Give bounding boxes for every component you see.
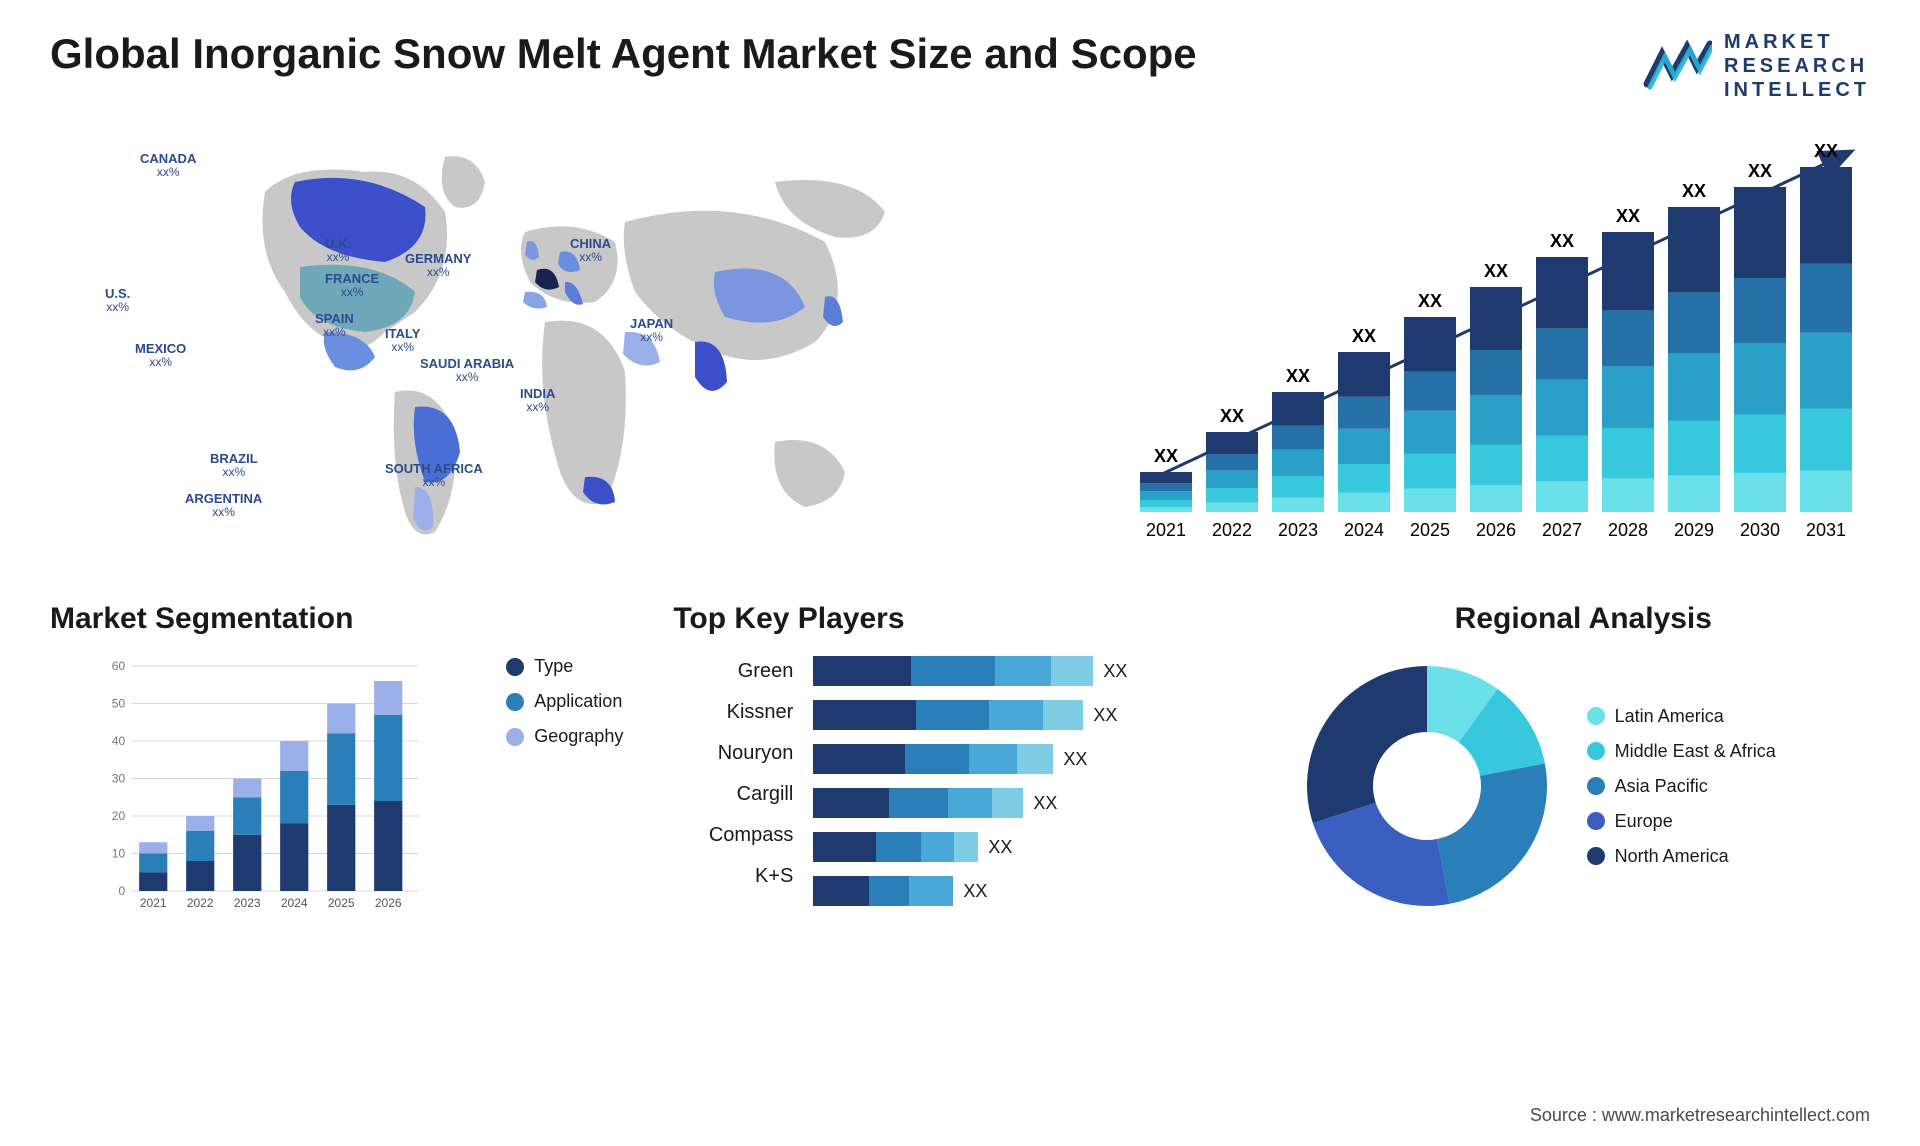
regional-legend: Latin America Middle East & Africa Asia Pa… — [1587, 706, 1776, 867]
svg-text:2028: 2028 — [1608, 520, 1648, 540]
regional-panel: Regional Analysis Latin America Middle Ea… — [1297, 602, 1870, 916]
logo-text-2: RESEARCH — [1724, 54, 1870, 78]
map-label: ITALYxx% — [385, 327, 420, 354]
player-bars-list: XX XX XX XX XX XX — [813, 656, 1246, 906]
svg-text:XX: XX — [1286, 366, 1310, 386]
player-name: Nouryon — [673, 742, 793, 765]
map-label: INDIAxx% — [520, 387, 555, 414]
map-label: SPAINxx% — [315, 312, 354, 339]
player-bar-row: XX — [813, 788, 1246, 818]
players-panel: Top Key Players Green Kissner Nouryon Cargi… — [673, 602, 1246, 916]
svg-text:60: 60 — [112, 659, 126, 673]
player-bar-row: XX — [813, 832, 1246, 862]
svg-text:0: 0 — [118, 884, 125, 898]
legend-item: North America — [1587, 846, 1776, 867]
map-label: MEXICOxx% — [135, 342, 186, 369]
donut-chart-svg — [1297, 656, 1557, 916]
svg-text:XX: XX — [1682, 181, 1706, 201]
svg-text:40: 40 — [112, 734, 126, 748]
player-value: XX — [988, 837, 1012, 858]
svg-text:2031: 2031 — [1806, 520, 1846, 540]
legend-item: Application — [506, 691, 623, 712]
growth-chart-svg: XX 2021 XX 2022 XX 2023 XX 2024 XX 2025 XX 2026 XX 20… — [1120, 132, 1870, 552]
map-label: U.S.xx% — [105, 287, 130, 314]
map-label: SAUDI ARABIAxx% — [420, 357, 514, 384]
legend-item: Middle East & Africa — [1587, 741, 1776, 762]
segmentation-legend: Type Application Geography — [506, 656, 623, 916]
svg-text:2029: 2029 — [1674, 520, 1714, 540]
player-name: Kissner — [673, 701, 793, 724]
map-label: CANADAxx% — [140, 152, 196, 179]
segmentation-title: Market Segmentation — [50, 602, 623, 636]
player-value: XX — [1093, 705, 1117, 726]
svg-text:2022: 2022 — [1212, 520, 1252, 540]
growth-bar-chart: XX 2021 XX 2022 XX 2023 XX 2024 XX 2025 XX 2026 XX 20… — [1120, 132, 1870, 552]
player-bar-row: XX — [813, 876, 1246, 906]
svg-text:XX: XX — [1484, 261, 1508, 281]
player-name: K+S — [673, 865, 793, 888]
legend-item: Asia Pacific — [1587, 776, 1776, 797]
svg-text:2022: 2022 — [187, 896, 214, 910]
player-name: Green — [673, 660, 793, 683]
svg-text:2024: 2024 — [1344, 520, 1384, 540]
svg-text:2025: 2025 — [1410, 520, 1450, 540]
legend-item: Europe — [1587, 811, 1776, 832]
map-label: CHINAxx% — [570, 237, 611, 264]
svg-text:2024: 2024 — [281, 896, 308, 910]
player-name: Compass — [673, 824, 793, 847]
map-label: U.K.xx% — [325, 237, 351, 264]
regional-title: Regional Analysis — [1297, 602, 1870, 636]
player-bar-row: XX — [813, 700, 1246, 730]
svg-text:20: 20 — [112, 809, 126, 823]
svg-text:XX: XX — [1550, 231, 1574, 251]
player-names-list: Green Kissner Nouryon Cargill Compass K+S — [673, 656, 793, 906]
player-bar-row: XX — [813, 656, 1246, 686]
logo-swoosh-icon — [1642, 39, 1712, 94]
segmentation-chart-svg: 0 10 20 30 40 50 60 2021 2022 2023 2024 2025 2026 — [50, 656, 476, 916]
source-text: Source : www.marketresearchintellect.com — [1530, 1105, 1870, 1126]
page-title: Global Inorganic Snow Melt Agent Market … — [50, 30, 1197, 78]
player-name: Cargill — [673, 783, 793, 806]
svg-text:2021: 2021 — [140, 896, 167, 910]
legend-item: Type — [506, 656, 623, 677]
svg-text:2023: 2023 — [234, 896, 261, 910]
svg-text:50: 50 — [112, 697, 126, 711]
player-value: XX — [1063, 749, 1087, 770]
svg-text:2021: 2021 — [1146, 520, 1186, 540]
svg-text:XX: XX — [1748, 161, 1772, 181]
player-value: XX — [963, 881, 987, 902]
legend-item: Geography — [506, 726, 623, 747]
logo: MARKET RESEARCH INTELLECT — [1642, 30, 1870, 102]
svg-text:XX: XX — [1154, 446, 1178, 466]
player-value: XX — [1033, 793, 1057, 814]
map-label: FRANCExx% — [325, 272, 379, 299]
map-label: ARGENTINAxx% — [185, 492, 262, 519]
map-label: SOUTH AFRICAxx% — [385, 462, 483, 489]
players-title: Top Key Players — [673, 602, 1246, 636]
svg-text:XX: XX — [1814, 141, 1838, 161]
player-value: XX — [1103, 661, 1127, 682]
svg-text:XX: XX — [1220, 406, 1244, 426]
map-label: BRAZILxx% — [210, 452, 258, 479]
svg-text:2026: 2026 — [375, 896, 402, 910]
svg-text:2030: 2030 — [1740, 520, 1780, 540]
svg-text:10: 10 — [112, 847, 126, 861]
world-map-svg — [50, 132, 1080, 552]
svg-text:2025: 2025 — [328, 896, 355, 910]
svg-text:30: 30 — [112, 772, 126, 786]
map-label: JAPANxx% — [630, 317, 673, 344]
world-map: CANADAxx% U.S.xx% MEXICOxx% BRAZILxx% ARGENT… — [50, 132, 1080, 552]
map-label: GERMANYxx% — [405, 252, 471, 279]
svg-text:XX: XX — [1616, 206, 1640, 226]
svg-text:XX: XX — [1352, 326, 1376, 346]
legend-item: Latin America — [1587, 706, 1776, 727]
svg-text:XX: XX — [1418, 291, 1442, 311]
segmentation-panel: Market Segmentation 0 10 20 30 40 50 60 2021 202… — [50, 602, 623, 916]
svg-text:2026: 2026 — [1476, 520, 1516, 540]
player-bar-row: XX — [813, 744, 1246, 774]
logo-text-1: MARKET — [1724, 30, 1870, 54]
logo-text-3: INTELLECT — [1724, 78, 1870, 102]
svg-text:2023: 2023 — [1278, 520, 1318, 540]
svg-text:2027: 2027 — [1542, 520, 1582, 540]
